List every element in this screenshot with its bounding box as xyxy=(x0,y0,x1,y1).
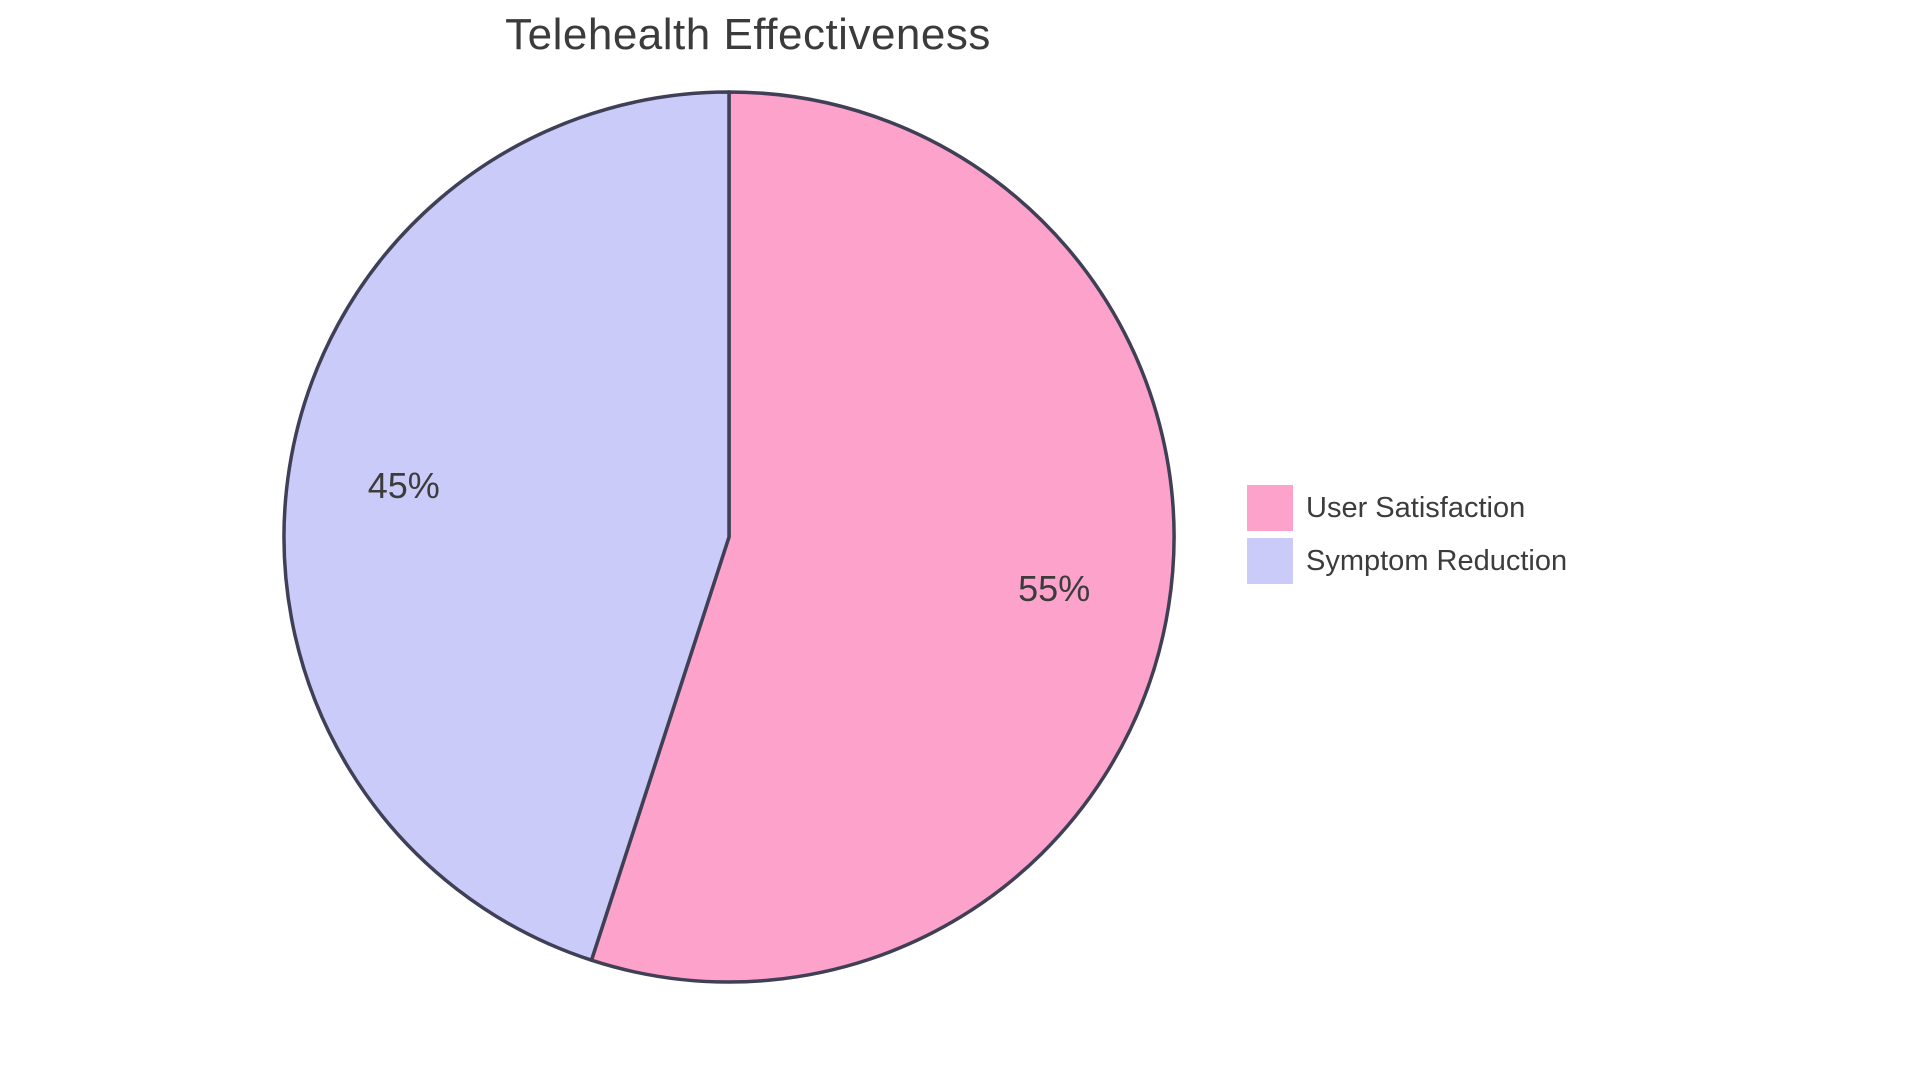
legend-label: Symptom Reduction xyxy=(1306,544,1568,577)
pie-slice-symptom-reduction xyxy=(282,90,731,962)
legend-item: Symptom Reduction xyxy=(1247,538,1567,584)
legend-swatch-user-satisfaction xyxy=(1247,485,1293,531)
chart-title: Telehealth Effectiveness xyxy=(505,10,991,59)
slice-percent-label: 45% xyxy=(368,465,440,506)
chart-legend: User Satisfaction Symptom Reduction xyxy=(1247,485,1567,591)
slice-percent-label: 55% xyxy=(1018,568,1090,609)
legend-item: User Satisfaction xyxy=(1247,485,1567,531)
pie-slice-user-satisfaction xyxy=(589,90,1176,984)
legend-swatch-symptom-reduction xyxy=(1247,538,1293,584)
legend-label: User Satisfaction xyxy=(1306,491,1526,524)
